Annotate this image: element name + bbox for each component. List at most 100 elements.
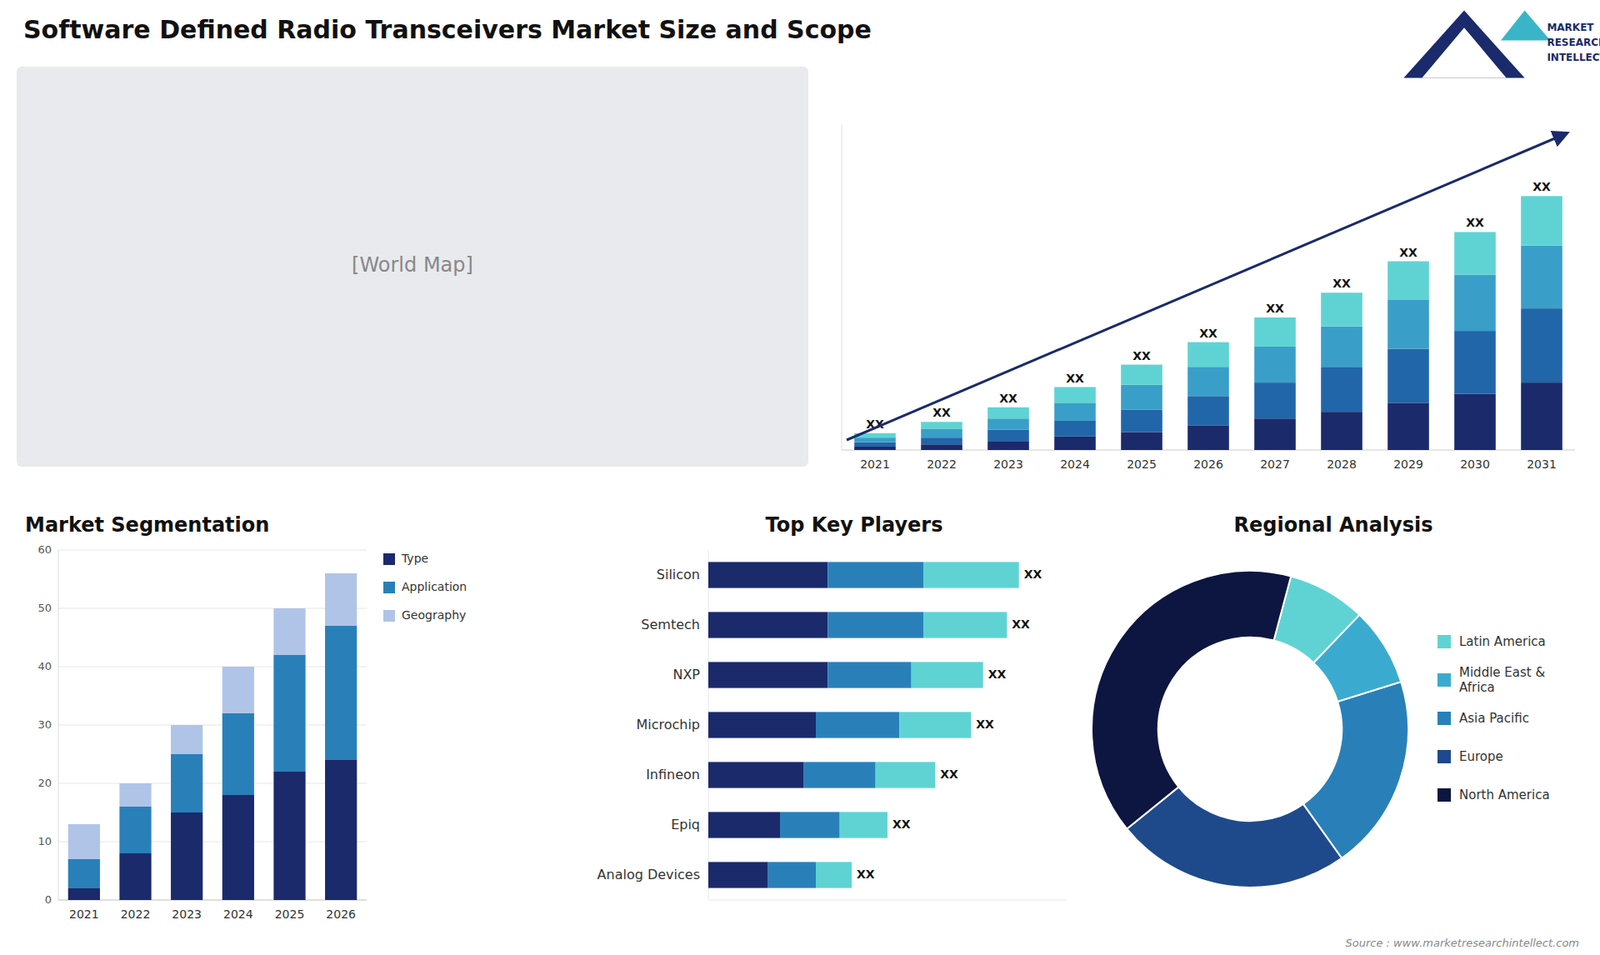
x-tick-label: 2026 bbox=[1193, 457, 1224, 471]
bar-segment bbox=[920, 444, 963, 450]
x-tick-label: 2025 bbox=[275, 907, 305, 921]
bar-segment bbox=[1120, 409, 1163, 432]
bar-segment bbox=[923, 561, 1020, 588]
chart-title: Market Segmentation bbox=[25, 513, 270, 537]
x-tick-label: 2024 bbox=[1060, 457, 1090, 471]
legend-label: Application bbox=[401, 580, 467, 594]
y-tick-label: NXP bbox=[672, 666, 700, 683]
x-axis-line bbox=[58, 900, 367, 901]
legend-swatch bbox=[383, 553, 395, 565]
bar-segment bbox=[1387, 299, 1430, 349]
source-text: Source : www.marketresearchintellect.com bbox=[1345, 936, 1580, 950]
bar-label: XX bbox=[1065, 371, 1085, 385]
bar-segment bbox=[1054, 387, 1096, 404]
bar-segment bbox=[768, 861, 816, 888]
x-tick-label: 2026 bbox=[325, 907, 356, 921]
bar-segment bbox=[987, 440, 1030, 450]
bar-label: XX bbox=[1011, 617, 1030, 631]
bar-segment bbox=[68, 859, 100, 889]
y-tick-label: 30 bbox=[37, 718, 52, 731]
x-tick-label: 2022 bbox=[120, 907, 151, 921]
bar-segment bbox=[780, 811, 840, 838]
bar-segment bbox=[875, 761, 936, 788]
page-title: Software Defined Radio Transceivers Mark… bbox=[23, 15, 872, 45]
bar-segment bbox=[1254, 317, 1296, 347]
bar-segment bbox=[920, 421, 963, 429]
grid-line bbox=[58, 550, 367, 551]
bar-segment bbox=[1320, 292, 1363, 326]
bar-segment bbox=[1454, 231, 1496, 275]
bar-segment bbox=[1120, 385, 1163, 410]
legend-label: Type bbox=[400, 551, 429, 565]
bar-segment bbox=[1054, 420, 1096, 437]
bar-segment bbox=[170, 754, 203, 813]
bar-segment bbox=[708, 861, 769, 888]
bar-segment bbox=[987, 418, 1030, 430]
logo-shape bbox=[1403, 10, 1525, 79]
bar-segment bbox=[1187, 395, 1230, 425]
chart-title: Regional Analysis bbox=[1233, 513, 1433, 537]
bar-segment bbox=[920, 437, 963, 445]
bar-label: XX bbox=[999, 391, 1018, 405]
x-tick-label: 2022 bbox=[926, 457, 957, 471]
bar-segment bbox=[708, 661, 828, 688]
bar-segment bbox=[68, 824, 100, 860]
bar-segment bbox=[815, 861, 852, 888]
legend-label-line: Latin America bbox=[1459, 634, 1546, 650]
bar-segment bbox=[1187, 425, 1230, 450]
bar-segment bbox=[827, 661, 911, 688]
legend-label: Europe bbox=[1459, 749, 1504, 765]
legend-label-line: North America bbox=[1459, 787, 1550, 803]
bar-label: XX bbox=[1265, 301, 1285, 315]
bar-segment bbox=[708, 761, 805, 788]
bar-segment bbox=[815, 711, 900, 738]
bar-segment bbox=[119, 806, 151, 854]
y-tick-label: Silicon bbox=[656, 566, 700, 583]
legend-label-line: Europe bbox=[1459, 749, 1504, 765]
bar-segment bbox=[1120, 365, 1163, 385]
bar-segment bbox=[273, 608, 305, 655]
bar-segment bbox=[1454, 275, 1496, 331]
bar-segment bbox=[1187, 342, 1230, 368]
bar-segment bbox=[1320, 366, 1363, 412]
bar-label: XX bbox=[856, 867, 875, 881]
grid-line bbox=[58, 841, 367, 843]
x-tick-label: 2027 bbox=[1260, 457, 1290, 471]
bar-label: XX bbox=[1532, 180, 1551, 194]
bar-segment bbox=[222, 713, 255, 795]
bar-segment bbox=[1187, 366, 1230, 396]
bar-label: XX bbox=[932, 405, 951, 420]
bar-segment bbox=[273, 771, 305, 900]
bar-segment bbox=[273, 655, 305, 772]
x-tick-label: 2023 bbox=[171, 907, 202, 921]
logo-text: MARKET bbox=[1546, 21, 1595, 34]
bar-segment bbox=[708, 811, 780, 838]
y-tick-label: 60 bbox=[37, 543, 52, 556]
legend-label-line: Asia Pacific bbox=[1459, 710, 1530, 726]
x-tick-label: 2029 bbox=[1393, 457, 1424, 471]
legend-swatch bbox=[1437, 750, 1451, 764]
bar-segment bbox=[119, 853, 151, 900]
bar-segment bbox=[987, 407, 1030, 419]
bar-segment bbox=[119, 783, 151, 807]
bar-segment bbox=[68, 888, 100, 900]
bar-segment bbox=[854, 442, 896, 447]
bar-segment bbox=[827, 561, 924, 588]
bar-segment bbox=[708, 711, 816, 738]
y-tick-label: Analog Devices bbox=[597, 866, 700, 883]
bar-label: XX bbox=[1199, 326, 1218, 340]
legend-label-line: Middle East & bbox=[1459, 665, 1545, 680]
bar-segment bbox=[827, 611, 924, 638]
bars bbox=[68, 573, 358, 900]
legend-swatch bbox=[383, 581, 395, 594]
bar-segment bbox=[325, 573, 357, 626]
map-placeholder-label: [World Map] bbox=[351, 253, 474, 277]
bar-segment bbox=[854, 437, 896, 442]
bar-segment bbox=[1387, 349, 1430, 404]
legend-swatch bbox=[1437, 711, 1451, 725]
bar-label: XX bbox=[1132, 349, 1151, 363]
bar-segment bbox=[1254, 382, 1296, 419]
bar-label: XX bbox=[1399, 245, 1418, 260]
x-axis-line bbox=[708, 900, 1067, 901]
x-tick-label: 2030 bbox=[1460, 457, 1490, 471]
